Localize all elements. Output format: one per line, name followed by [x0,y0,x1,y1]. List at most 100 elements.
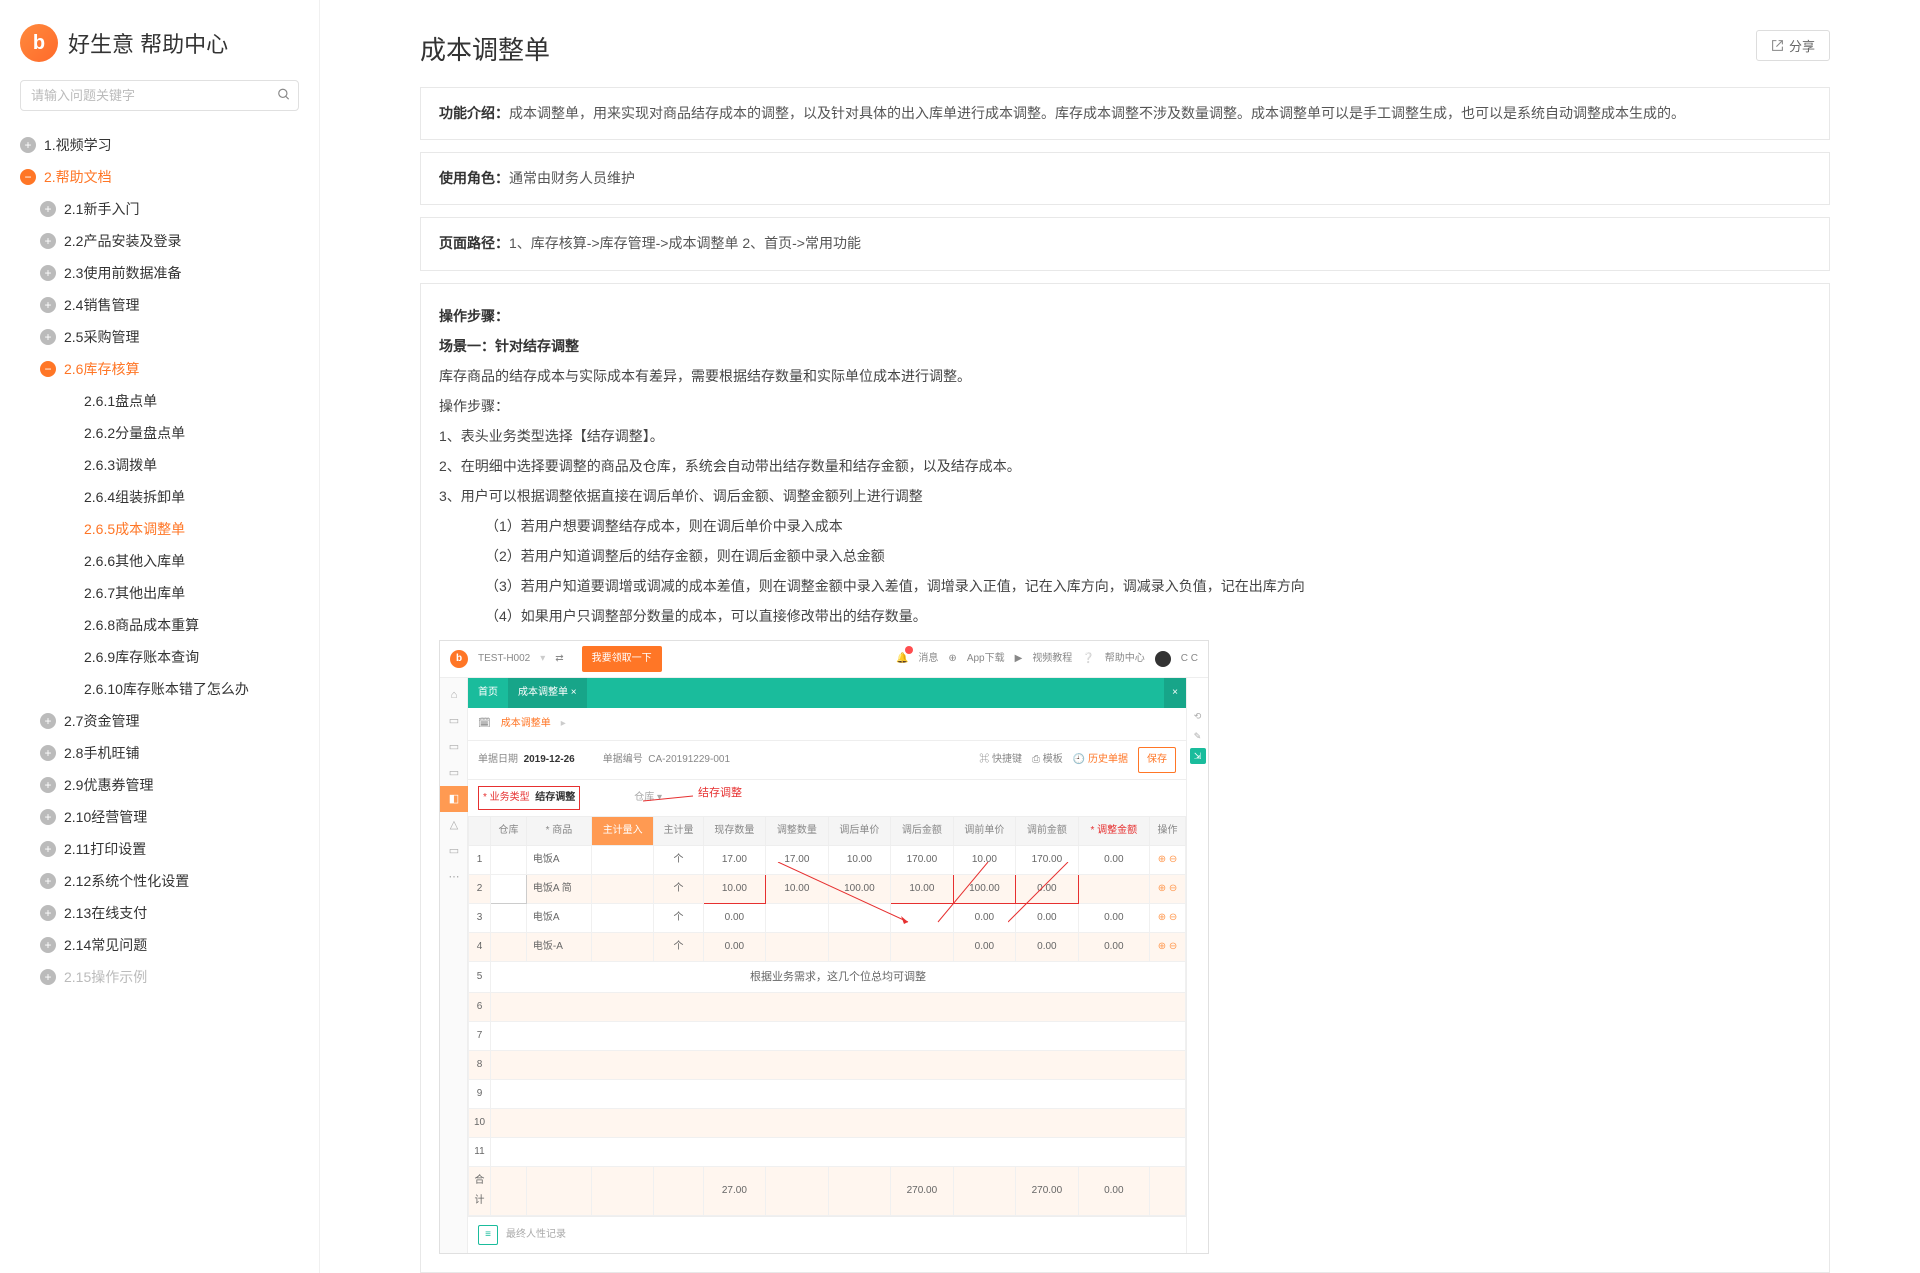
ss-logo-icon: b [450,650,468,668]
ss-right-rail: ⟲ ✎ ⇲ [1186,678,1208,1253]
nav-2-7[interactable]: 2.7资金管理 [20,705,299,737]
share-label: 分享 [1789,36,1815,55]
nav-2-11[interactable]: 2.11打印设置 [20,833,299,865]
nav-video-learning[interactable]: 1.视频学习 [20,129,299,161]
plus-icon [40,969,56,985]
nav-2-6-2[interactable]: 2.6.2分量盘点单 [20,417,299,449]
minus-icon [40,361,56,377]
plus-icon [40,777,56,793]
table-row: 7 [469,1021,1186,1050]
step-3-3: （3）若用户知道要调增或调减的成本差值，则在调整金额中录入差值，调增录入正值，记… [485,572,1811,600]
nav-2-2[interactable]: 2.2产品安装及登录 [20,225,299,257]
plus-icon [40,809,56,825]
intro-box: 功能介绍：成本调整单，用来实现对商品结存成本的调整，以及针对具体的出入库单进行成… [420,87,1830,140]
nav-2-6-10[interactable]: 2.6.10库存账本错了怎么办 [20,673,299,705]
nav-2-6[interactable]: 2.6库存核算 [20,353,299,385]
content-section: 操作步骤： 场景一：针对结存调整 库存商品的结存成本与实际成本有差异，需要根据结… [420,283,1830,1273]
nav-2-6-6[interactable]: 2.6.6其他入库单 [20,545,299,577]
search-box [20,80,299,111]
nav-2-1[interactable]: 2.1新手入门 [20,193,299,225]
ss-sidenav: ⌂ ▭ ▭ ▭ ◧ △ ▭ ⋯ [440,678,468,1253]
th: 调前金额 [1016,816,1079,845]
ss-app: App下载 [967,649,1005,669]
nav-2-8[interactable]: 2.8手机旺铺 [20,737,299,769]
plus-icon [40,905,56,921]
step-3-4: （4）如果用户只调整部分数量的成本，可以直接修改带出的结存数量。 [485,602,1811,630]
nav-label: 2.2产品安装及登录 [64,231,181,251]
plus-icon [40,297,56,313]
ss-date-label: 单据日期 [478,754,518,765]
plus-icon [40,841,56,857]
step-3-2: （2）若用户知道调整后的结存金额，则在调后金额中录入总金额 [485,542,1811,570]
nav-2-13[interactable]: 2.13在线支付 [20,897,299,929]
nav-2-6-3[interactable]: 2.6.3调拨单 [20,449,299,481]
ss-user: C C [1181,649,1198,669]
calendar-icon: 🗓 [478,714,491,734]
nav-2-6-1[interactable]: 2.6.1盘点单 [20,385,299,417]
step-2: 2、在明细中选择要调整的商品及仓库，系统会自动带出结存数量和结存金额，以及结存成… [439,452,1811,480]
table-row: 3电饭A个0.000.000.000.00⊕ ⊖ [469,903,1186,932]
ss-breadcrumb: 🗓 成本调整单 ▸ [468,708,1186,741]
table-row: 4电饭-A个0.000.000.000.00⊕ ⊖ [469,932,1186,961]
nav-2-6-5-active[interactable]: 2.6.5成本调整单 [20,513,299,545]
role-label: 使用角色： [439,170,509,186]
nav-2-10[interactable]: 2.10经营管理 [20,801,299,833]
brand-title: 好生意 帮助中心 [68,27,228,59]
nav-2-12[interactable]: 2.12系统个性化设置 [20,865,299,897]
ss-filter-row: 单据日期 2019-12-26 单据编号 CA-20191229-001 ⌘ 快… [468,741,1186,780]
nav-label: 2.12系统个性化设置 [64,871,189,891]
avatar-icon [1155,651,1171,667]
table-row: 5根据业务需求，这几个位总均可调整 [469,961,1186,992]
rail-icon: ✎ [1190,728,1206,744]
th: 仓库 [491,816,527,845]
brand-row: b 好生意 帮助中心 [20,24,299,62]
plus-icon [40,713,56,729]
nav-label: 2.7资金管理 [64,711,139,731]
ss-env: TEST-H002 [478,649,530,669]
minus-icon [20,169,36,185]
role-text: 通常由财务人员维护 [509,170,635,186]
table-sum-row: 合计27.00270.00270.000.00 [469,1166,1186,1215]
share-button[interactable]: 分享 [1756,30,1830,61]
nav-label: 2.11打印设置 [64,839,146,859]
nav-2-6-7[interactable]: 2.6.7其他出库单 [20,577,299,609]
step-1: 1、表头业务类型选择【结存调整】。 [439,422,1811,450]
nav-2-6-4[interactable]: 2.6.4组装拆卸单 [20,481,299,513]
nav-label: 2.6.6其他入库单 [84,551,185,571]
plus-icon [40,745,56,761]
nav-2-9[interactable]: 2.9优惠券管理 [20,769,299,801]
close-icon: × [1164,678,1186,708]
th: * 调整金额 [1078,816,1149,845]
table-row: 6 [469,992,1186,1021]
bell-icon: 🔔 [896,649,908,669]
nav-label: 2.6.4组装拆卸单 [84,487,185,507]
nav-2-5[interactable]: 2.5采购管理 [20,321,299,353]
table-row: 1电饭A个17.0017.0010.00170.0010.00170.000.0… [469,845,1186,874]
nav-label: 2.6.2分量盘点单 [84,423,185,443]
search-input[interactable] [20,80,299,111]
nav-2-4[interactable]: 2.4销售管理 [20,289,299,321]
nav-label: 2.9优惠券管理 [64,775,153,795]
ss-foot-text: 最终人性记录 [506,1225,566,1245]
nav-label: 2.3使用前数据准备 [64,263,181,283]
ss-tab-active: 成本调整单 × [508,678,587,708]
search-icon[interactable] [277,87,291,104]
th: 调后单价 [828,816,891,845]
path-label: 页面路径： [439,235,509,251]
nav-label: 2.13在线支付 [64,903,147,923]
table-row: 9 [469,1079,1186,1108]
nav-help-docs[interactable]: 2.帮助文档 [20,161,299,193]
nav-label: 2.6.9库存账本查询 [84,647,199,667]
ss-date: 2019-12-26 [524,754,575,765]
nav-label: 2.8手机旺铺 [64,743,139,763]
nav-2-15[interactable]: 2.15操作示例 [20,961,299,993]
nav-2-6-8[interactable]: 2.6.8商品成本重算 [20,609,299,641]
ss-cta-button: 我要领取一下 [582,646,662,672]
step-3-1: （1）若用户想要调整结存成本，则在调后单价中录入成本 [485,512,1811,540]
nav-label: 2.6.1盘点单 [84,391,157,411]
nav-2-3[interactable]: 2.3使用前数据准备 [20,257,299,289]
plus-icon [40,201,56,217]
nav-2-14[interactable]: 2.14常见问题 [20,929,299,961]
nav-2-6-9[interactable]: 2.6.9库存账本查询 [20,641,299,673]
share-icon [1771,39,1784,52]
